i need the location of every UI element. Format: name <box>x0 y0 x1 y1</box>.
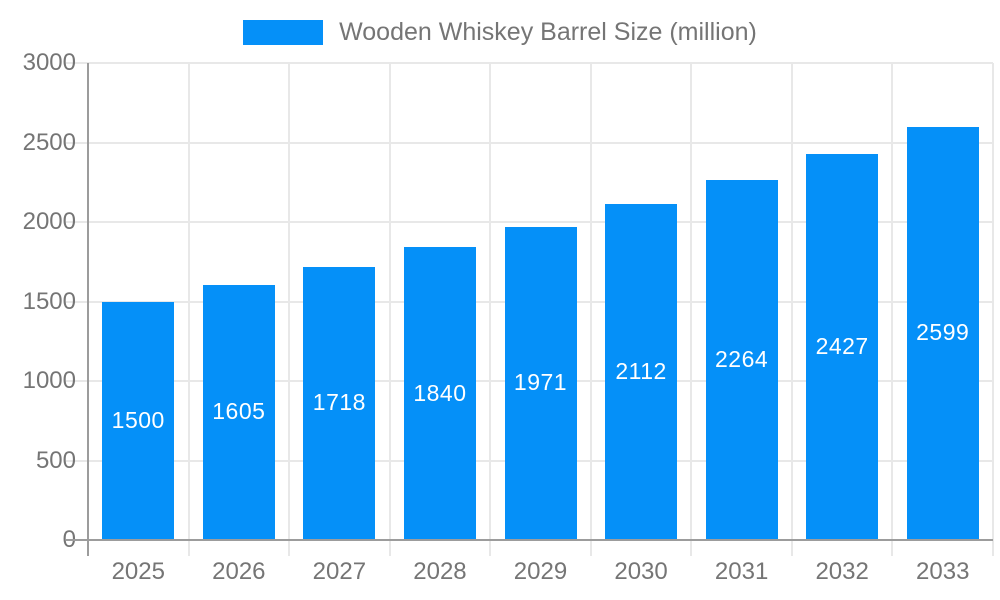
x-axis-label: 2028 <box>413 558 467 585</box>
gridline-v <box>690 63 693 540</box>
x-axis-label: 2026 <box>212 558 266 585</box>
gridline-h <box>66 221 993 223</box>
x-axis-line <box>66 539 993 541</box>
y-axis-label: 1500 <box>22 287 76 315</box>
gridline-v <box>288 63 291 540</box>
x-axis-tick <box>489 540 492 556</box>
bar-value-label: 1718 <box>312 389 366 416</box>
x-axis-label: 2031 <box>714 558 769 585</box>
y-axis-label: 0 <box>62 526 76 553</box>
x-axis-tick <box>288 540 291 556</box>
gridline-h <box>66 62 993 64</box>
bar[interactable]: 1971 <box>504 226 577 539</box>
bar-value-label: 1500 <box>111 406 165 433</box>
bar[interactable]: 2264 <box>705 180 778 539</box>
bar-value-label: 2427 <box>815 333 869 360</box>
x-axis-label: 2033 <box>916 558 970 585</box>
gridline-v <box>992 63 994 540</box>
legend-label: Wooden Whiskey Barrel Size (million) <box>339 18 757 46</box>
x-axis-tick <box>388 540 391 556</box>
gridline-v <box>891 63 894 540</box>
gridline-v <box>388 63 391 540</box>
y-axis-label: 2500 <box>22 128 76 156</box>
bar[interactable]: 2427 <box>806 154 879 539</box>
bar-value-label: 2264 <box>715 346 769 372</box>
x-axis-tick <box>891 540 894 556</box>
gridline-h <box>66 141 993 144</box>
x-axis-tick <box>187 540 190 556</box>
bar[interactable]: 1840 <box>403 247 476 539</box>
bar[interactable]: 2599 <box>906 126 979 539</box>
y-axis-label: 500 <box>35 446 76 474</box>
gridline-v <box>790 63 793 540</box>
bar-value-label: 2599 <box>916 319 970 346</box>
bar[interactable]: 1605 <box>202 284 275 539</box>
bar-value-label: 2112 <box>615 358 667 385</box>
y-axis-line <box>87 63 89 556</box>
bar-value-label: 1840 <box>413 379 467 406</box>
x-axis-tick <box>790 540 793 556</box>
x-axis-label: 2032 <box>815 558 869 585</box>
x-axis-label: 2030 <box>614 558 668 585</box>
y-axis-label: 1000 <box>22 367 76 394</box>
y-axis-label: 2000 <box>22 208 76 235</box>
bar[interactable]: 1718 <box>303 266 376 539</box>
legend-swatch <box>243 19 324 45</box>
bar-value-label: 1971 <box>513 369 568 396</box>
bar[interactable]: 2112 <box>605 204 678 539</box>
bar-value-label: 1605 <box>212 398 266 425</box>
bar[interactable]: 1500 <box>102 301 175 539</box>
x-axis-label: 2029 <box>513 558 568 585</box>
x-axis-tick <box>690 540 693 556</box>
y-axis-label: 3000 <box>22 49 76 76</box>
gridline-v <box>187 63 190 540</box>
gridline-v <box>589 63 592 540</box>
x-axis-label: 2025 <box>111 558 165 585</box>
gridline-v <box>489 63 492 540</box>
legend[interactable]: Wooden Whiskey Barrel Size (million) <box>0 15 1000 49</box>
x-axis-tick <box>992 540 994 556</box>
x-axis-label: 2027 <box>312 558 367 585</box>
x-axis-tick <box>589 540 592 556</box>
